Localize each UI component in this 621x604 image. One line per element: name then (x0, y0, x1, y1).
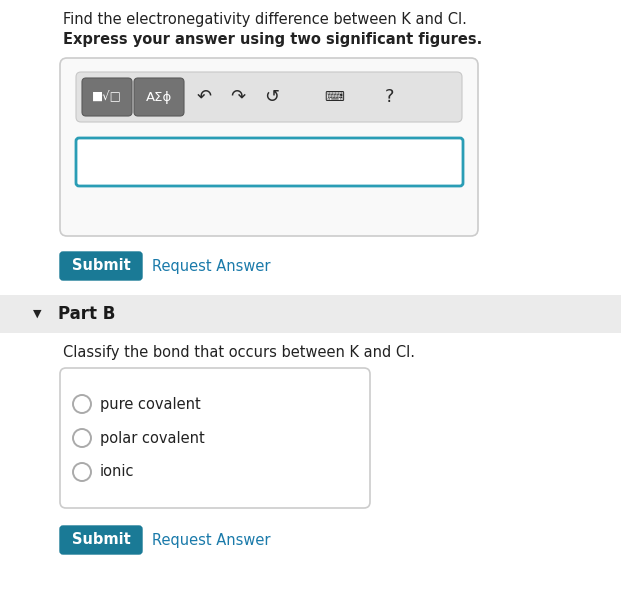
Circle shape (73, 463, 91, 481)
FancyBboxPatch shape (60, 368, 370, 508)
FancyBboxPatch shape (60, 58, 478, 236)
Text: Classify the bond that occurs between K and Cl.: Classify the bond that occurs between K … (63, 345, 415, 360)
Text: Find the electronegativity difference between K and Cl.: Find the electronegativity difference be… (63, 12, 467, 27)
Text: ↺: ↺ (265, 88, 279, 106)
FancyBboxPatch shape (76, 138, 463, 186)
FancyBboxPatch shape (60, 252, 142, 280)
FancyBboxPatch shape (82, 78, 132, 116)
FancyBboxPatch shape (134, 78, 184, 116)
Text: ■√□: ■√□ (92, 91, 122, 103)
Text: Part B: Part B (58, 305, 116, 323)
Text: ?: ? (385, 88, 395, 106)
Text: ↶: ↶ (196, 88, 212, 106)
Text: polar covalent: polar covalent (100, 431, 205, 446)
Circle shape (73, 429, 91, 447)
Text: AΣϕ: AΣϕ (146, 91, 172, 103)
Text: ionic: ionic (100, 464, 135, 480)
Text: Request Answer: Request Answer (152, 259, 271, 274)
Text: ▼: ▼ (33, 309, 41, 319)
Text: ⌨: ⌨ (324, 90, 344, 104)
Text: Submit: Submit (71, 259, 130, 274)
FancyBboxPatch shape (76, 72, 462, 122)
Bar (0, 295, 621, 333)
Text: pure covalent: pure covalent (100, 396, 201, 411)
FancyBboxPatch shape (60, 526, 142, 554)
Text: Submit: Submit (71, 533, 130, 547)
Text: ↷: ↷ (230, 88, 245, 106)
Circle shape (73, 395, 91, 413)
Text: Express your answer using two significant figures.: Express your answer using two significan… (63, 32, 483, 47)
Text: Request Answer: Request Answer (152, 533, 271, 547)
